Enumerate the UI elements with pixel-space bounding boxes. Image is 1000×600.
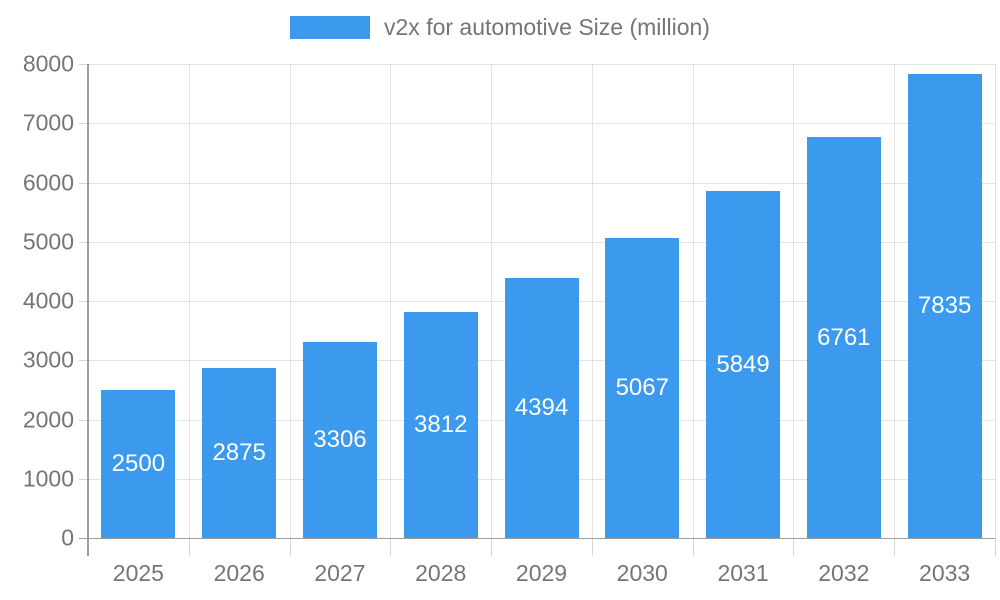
bar-2025[interactable]: 2500 (101, 389, 176, 538)
x-gridline (793, 64, 795, 538)
y-axis-label: 4000 (22, 287, 74, 314)
x-axis-label: 2027 (314, 560, 366, 586)
y-axis-label: 5000 (22, 228, 74, 255)
x-axis-label: 2025 (112, 560, 164, 586)
bar-value-label: 3812 (414, 411, 468, 439)
x-gridline (995, 64, 996, 538)
bar-value-label: 5067 (615, 373, 669, 401)
x-gridline (390, 64, 392, 538)
bar-2031[interactable]: 5849 (706, 191, 781, 538)
y-axis-tick (79, 478, 88, 480)
y-axis-tick (79, 123, 88, 125)
x-axis-label: 2029 (515, 560, 568, 586)
y-gridline (88, 182, 995, 184)
y-axis-tick (79, 360, 88, 362)
y-axis-label: 1000 (22, 465, 74, 492)
x-axis-tick (995, 538, 996, 556)
y-axis-tick (79, 301, 88, 302)
x-axis-tick (390, 538, 392, 556)
y-axis-label: 7000 (22, 109, 74, 136)
x-axis-label: 2033 (919, 560, 971, 586)
x-axis-label: 2031 (717, 560, 769, 586)
y-axis-tick (79, 64, 88, 65)
bar-value-label: 7835 (917, 291, 972, 319)
y-axis-label: 8000 (22, 50, 74, 77)
bar-2026[interactable]: 2875 (202, 367, 277, 538)
x-gridline (491, 64, 493, 538)
x-axis-label: 2030 (616, 560, 668, 586)
bar-value-label: 6761 (817, 323, 871, 351)
legend[interactable]: v2x for automotive Size (million) (0, 14, 1000, 41)
legend-label: v2x for automotive Size (million) (384, 14, 710, 40)
bar-2032[interactable]: 6761 (806, 137, 881, 538)
y-gridline (88, 64, 995, 65)
bar-value-label: 3306 (313, 426, 367, 454)
x-gridline (188, 64, 190, 538)
y-gridline (88, 241, 995, 243)
bar-2030[interactable]: 5067 (605, 237, 680, 538)
x-axis-label: 2028 (415, 560, 467, 586)
x-gridline (289, 64, 291, 538)
bar-value-label: 2500 (111, 449, 166, 477)
y-axis-label: 3000 (22, 346, 74, 373)
bar-2029[interactable]: 4394 (504, 277, 579, 538)
legend-swatch (290, 16, 371, 39)
y-axis-tick (79, 182, 88, 184)
bar-2028[interactable]: 3812 (403, 312, 478, 538)
x-axis-tick (894, 538, 896, 556)
y-axis-line (87, 64, 89, 556)
y-axis-tick (79, 419, 88, 421)
x-axis-tick (793, 538, 795, 556)
bar-2033[interactable]: 7835 (907, 73, 982, 538)
bar-value-label: 5849 (716, 350, 770, 378)
x-axis-tick (591, 538, 593, 556)
x-gridline (692, 64, 694, 538)
x-axis-label: 2026 (213, 560, 265, 586)
y-axis-label: 6000 (22, 169, 74, 195)
y-gridline (88, 123, 995, 125)
x-axis-tick (692, 538, 694, 556)
y-axis-label: 2000 (22, 406, 74, 432)
y-axis-tick (79, 241, 88, 243)
bar-value-label: 2875 (212, 438, 266, 466)
x-axis-label: 2032 (818, 560, 870, 586)
x-axis-tick (491, 538, 493, 556)
x-axis-line (79, 538, 995, 539)
y-axis-label: 0 (61, 524, 74, 551)
bar-value-label: 4394 (514, 393, 569, 421)
x-axis-tick (289, 538, 291, 556)
bar-2027[interactable]: 3306 (302, 342, 377, 538)
x-gridline (894, 64, 896, 538)
x-axis-tick (188, 538, 190, 556)
x-gridline (591, 64, 593, 538)
